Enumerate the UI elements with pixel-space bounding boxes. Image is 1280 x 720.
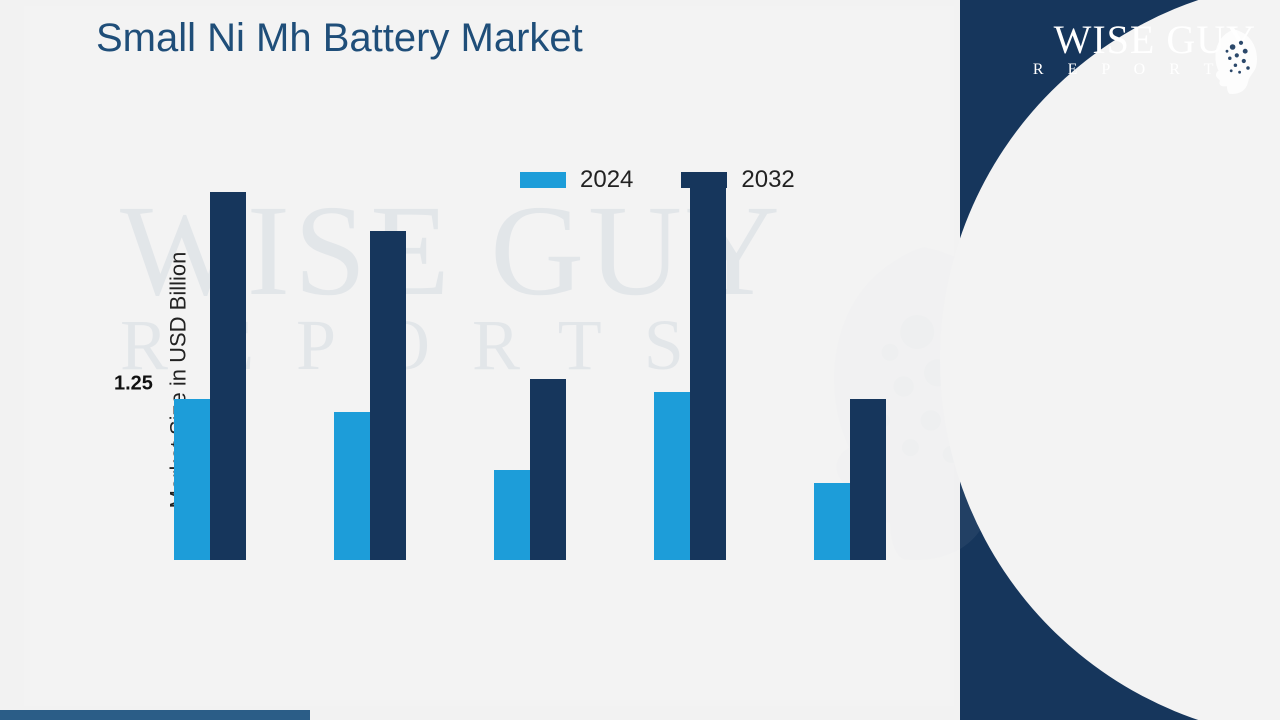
- bar-2032: [690, 186, 726, 560]
- legend-swatch-2032: [681, 172, 727, 188]
- bar-2024: [494, 470, 530, 560]
- legend-label-2024: 2024: [580, 166, 633, 194]
- bar-2024: [814, 483, 850, 560]
- legend-label-2032: 2032: [741, 166, 794, 194]
- bar-2032: [210, 192, 246, 560]
- brand-logo: WISE GUY R E P O R T S: [1033, 20, 1256, 78]
- bar-2024: [334, 412, 370, 560]
- bar-2032: [850, 399, 886, 560]
- plot-region: NORTH AMERICAEUROPESOUTH AMERICAASIA PAC…: [150, 160, 910, 560]
- bar-2024: [174, 399, 210, 560]
- legend-item-2024: 2024: [520, 166, 633, 194]
- bar-2024: [654, 392, 690, 560]
- bottom-accent-bar: [0, 710, 310, 720]
- legend: 2024 2032: [520, 166, 795, 194]
- page-root: WISE GUY R E P O R T S Small Ni Mh Batte…: [0, 0, 1280, 720]
- head-icon: [1192, 26, 1262, 96]
- chart-title: Small Ni Mh Battery Market: [96, 16, 583, 61]
- y-tick-label: 1.25: [114, 372, 153, 395]
- bar-2032: [530, 379, 566, 560]
- legend-swatch-2024: [520, 172, 566, 188]
- chart-area: Market Size in USD Billion 1.25 NORTH AM…: [92, 160, 922, 600]
- bar-2032: [370, 231, 406, 560]
- legend-item-2032: 2032: [681, 166, 794, 194]
